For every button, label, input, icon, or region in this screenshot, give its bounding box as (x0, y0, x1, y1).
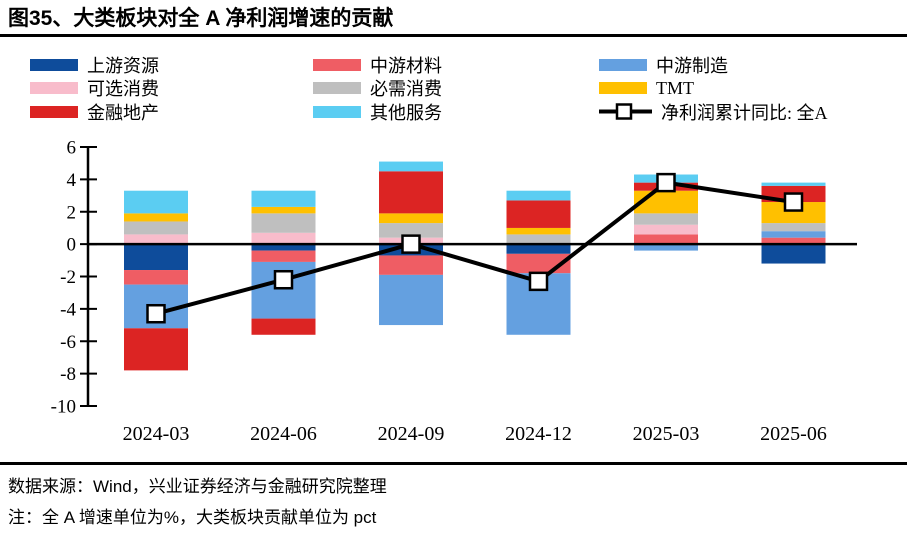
y-tick-label: -4 (60, 299, 76, 320)
legend-label: 金融地产 (87, 102, 159, 123)
x-tick-label: 2025-03 (633, 423, 700, 445)
legend-swatch (30, 105, 78, 118)
bar-segment (124, 234, 188, 245)
bar-segment (634, 234, 698, 245)
bar-segment (506, 200, 571, 228)
bar-segment (761, 223, 826, 232)
legend-label: 中游制造 (656, 55, 728, 76)
bar-segment (761, 231, 826, 238)
bar-segment (124, 221, 188, 235)
y-tick-label: 2 (67, 202, 77, 223)
legend-label: TMT (656, 77, 694, 98)
legend-label: 上游资源 (87, 55, 159, 76)
legend-item: 可选消费 (30, 75, 313, 101)
bar-segment (506, 190, 571, 201)
legend-label: 其他服务 (370, 102, 442, 123)
bar-segment (251, 250, 316, 262)
bar-segment (251, 190, 316, 207)
bar-series-group (124, 161, 826, 371)
bar-segment (506, 227, 571, 235)
bar-segment (379, 161, 443, 172)
legend-item: 中游材料 (313, 52, 599, 78)
units-note: 注：全 A 增速单位为%，大类板块贡献单位为 pct (8, 508, 377, 527)
bar-segment (251, 318, 316, 335)
bar-segment (761, 244, 826, 264)
legend-swatch (313, 82, 361, 95)
bar-segment (251, 232, 316, 245)
legend-item: 上游资源 (30, 52, 313, 78)
bar-segment (124, 244, 188, 271)
line-marker (273, 269, 294, 290)
x-tick-label: 2024-12 (505, 423, 572, 445)
legend-line-sample (599, 103, 652, 120)
legend-label: 可选消费 (87, 79, 159, 100)
legend-label: 净利润累计同比: 全A (661, 102, 828, 123)
legend-item-line: 净利润累计同比: 全A (599, 99, 891, 125)
line-marker (401, 234, 421, 254)
y-tick-label: -2 (60, 267, 76, 288)
bar-segment (761, 237, 826, 245)
y-tick-label: 6 (67, 138, 77, 159)
y-tick-label: 4 (67, 170, 77, 191)
legend-item: 必需消费 (313, 75, 599, 101)
y-tick-label: 0 (67, 235, 77, 256)
legend-swatch (599, 82, 647, 95)
bar-segment (506, 234, 571, 245)
bar-segment (634, 224, 698, 235)
bar-segment (379, 255, 443, 275)
x-tick-label: 2024-09 (378, 423, 445, 445)
legend-item: 中游制造 (599, 52, 891, 78)
bar-segment (761, 202, 826, 224)
y-tick-label: -8 (60, 364, 76, 385)
line-marker (528, 271, 549, 292)
bar-segment (251, 213, 316, 233)
bar-segment (634, 244, 698, 251)
bar-segment (124, 270, 188, 285)
net-profit-line-group (146, 172, 804, 324)
bar-segment (251, 206, 316, 214)
data-source-note: 数据来源：Wind，兴业证券经济与金融研究院整理 (8, 477, 387, 496)
bar-segment (379, 171, 443, 214)
y-tick-label: -10 (51, 397, 76, 418)
legend-swatch (599, 58, 647, 71)
bar-segment (761, 182, 826, 186)
bar-segment (124, 213, 188, 222)
bar-segment (634, 213, 698, 225)
legend-swatch (30, 82, 78, 95)
bar-segment (379, 274, 443, 326)
bar-segment (379, 223, 443, 238)
figure-title-bar: 图35、大类板块对全 A 净利润增速的贡献 (0, 0, 907, 37)
bar-segment (251, 244, 316, 251)
line-marker (783, 192, 804, 212)
legend-item: 金融地产 (30, 99, 313, 125)
legend-label: 中游材料 (370, 55, 442, 76)
x-tick-label: 2025-06 (760, 423, 827, 445)
axes-group: 6 4 2 0 -2 -4 -6 -8 -10 2024-03 2024-06 2024-09 2024… (51, 138, 857, 445)
line-marker (146, 303, 166, 324)
legend-item: 其他服务 (313, 99, 599, 125)
legend-label: 必需消费 (370, 79, 442, 100)
bar-segment (379, 213, 443, 224)
chart-legend: 上游资源可选消费 金融地产 中游材料必需消费 其他服务 中游制造 TMT 净利润累计同比: … (30, 53, 891, 124)
legend-item: TMT (599, 78, 891, 99)
bar-segment (124, 190, 188, 214)
y-tick-label: -6 (60, 332, 76, 353)
line-marker (656, 172, 676, 193)
legend-swatch (313, 105, 361, 118)
x-tick-label: 2024-03 (123, 423, 190, 445)
figure-title: 图35、大类板块对全 A 净利润增速的贡献 (8, 7, 394, 30)
bar-segment (124, 328, 188, 371)
x-tick-label: 2024-06 (250, 423, 317, 445)
figure-footer: 数据来源：Wind，兴业证券经济与金融研究院整理 注：全 A 增速单位为%，大类… (0, 462, 907, 533)
bar-segment (506, 244, 571, 254)
legend-swatch (30, 58, 78, 71)
net-profit-line (154, 180, 796, 316)
legend-swatch (313, 58, 361, 71)
